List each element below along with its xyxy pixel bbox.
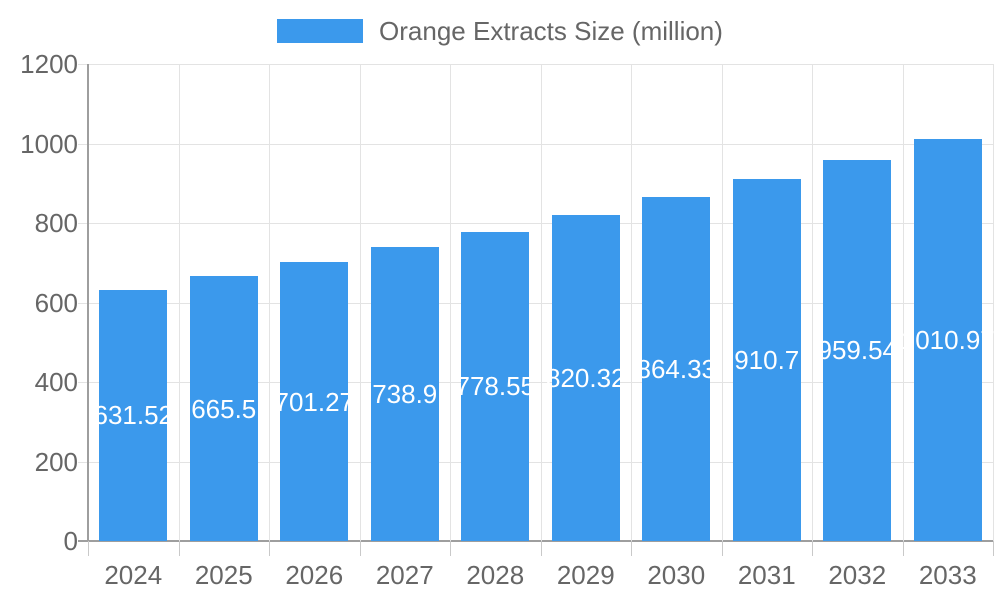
bar[interactable] xyxy=(551,214,620,541)
x-axis-tick-label: 2028 xyxy=(466,560,525,590)
x-axis-tick-mark xyxy=(721,541,723,556)
x-axis-tick-label: 2026 xyxy=(285,560,344,590)
y-axis-tick-label: 1200 xyxy=(20,49,78,79)
x-gridline xyxy=(269,64,270,541)
bar[interactable] xyxy=(823,159,892,541)
x-gridline xyxy=(721,64,723,541)
y-gridline xyxy=(78,223,993,224)
x-gridline xyxy=(631,64,632,541)
bar[interactable] xyxy=(99,289,168,541)
x-axis-tick-label: 2029 xyxy=(556,560,615,590)
x-gridline xyxy=(540,64,542,541)
bar[interactable] xyxy=(732,178,801,541)
x-gridline xyxy=(812,64,813,541)
bar[interactable] xyxy=(642,197,711,541)
bar[interactable] xyxy=(461,231,530,541)
y-axis-tick-label: 800 xyxy=(34,208,78,238)
x-axis-tick-label: 2033 xyxy=(918,560,977,590)
y-axis-tick-label: 600 xyxy=(34,287,78,318)
x-gridline xyxy=(993,64,994,541)
y-gridline xyxy=(78,382,993,383)
x-axis-line xyxy=(78,540,993,542)
legend-swatch xyxy=(277,19,364,43)
y-axis-tick-label: 0 xyxy=(63,526,78,556)
y-gridline xyxy=(78,302,993,304)
bar[interactable] xyxy=(913,139,982,541)
y-axis-tick-label: 400 xyxy=(34,367,78,397)
x-axis-tick-mark xyxy=(359,541,361,556)
x-gridline xyxy=(902,64,904,541)
legend-item[interactable]: Orange Extracts Size (million) xyxy=(0,14,1000,48)
legend-label: Orange Extracts Size (million) xyxy=(379,15,723,46)
x-axis-tick-mark xyxy=(269,541,270,556)
x-axis-tick-label: 2024 xyxy=(104,560,163,590)
x-axis-tick-mark xyxy=(993,541,994,556)
bar[interactable] xyxy=(280,262,349,541)
y-gridline xyxy=(78,461,993,463)
bar[interactable] xyxy=(189,276,258,541)
bar[interactable] xyxy=(370,247,439,541)
x-axis-tick-mark xyxy=(812,541,813,556)
y-gridline xyxy=(78,143,993,145)
x-gridline xyxy=(359,64,361,541)
x-axis-tick-label: 2032 xyxy=(828,560,887,590)
y-axis-line xyxy=(87,64,89,541)
y-axis-tick-label: 200 xyxy=(34,446,78,477)
x-axis-tick-mark xyxy=(540,541,542,556)
x-axis-tick-label: 2031 xyxy=(737,560,796,590)
x-gridline xyxy=(178,64,180,541)
x-axis-tick-label: 2025 xyxy=(194,560,253,590)
x-axis-tick-mark xyxy=(450,541,451,556)
y-axis-tick-label: 1000 xyxy=(20,128,78,159)
x-axis-tick-label: 2030 xyxy=(647,560,706,590)
x-axis-tick-mark xyxy=(178,541,180,556)
x-axis-tick-label: 2027 xyxy=(375,560,434,590)
x-axis-tick-mark xyxy=(902,541,904,556)
x-axis-tick-mark xyxy=(631,541,632,556)
x-axis-tick-mark xyxy=(88,541,89,556)
x-gridline xyxy=(450,64,451,541)
y-gridline xyxy=(78,64,993,65)
